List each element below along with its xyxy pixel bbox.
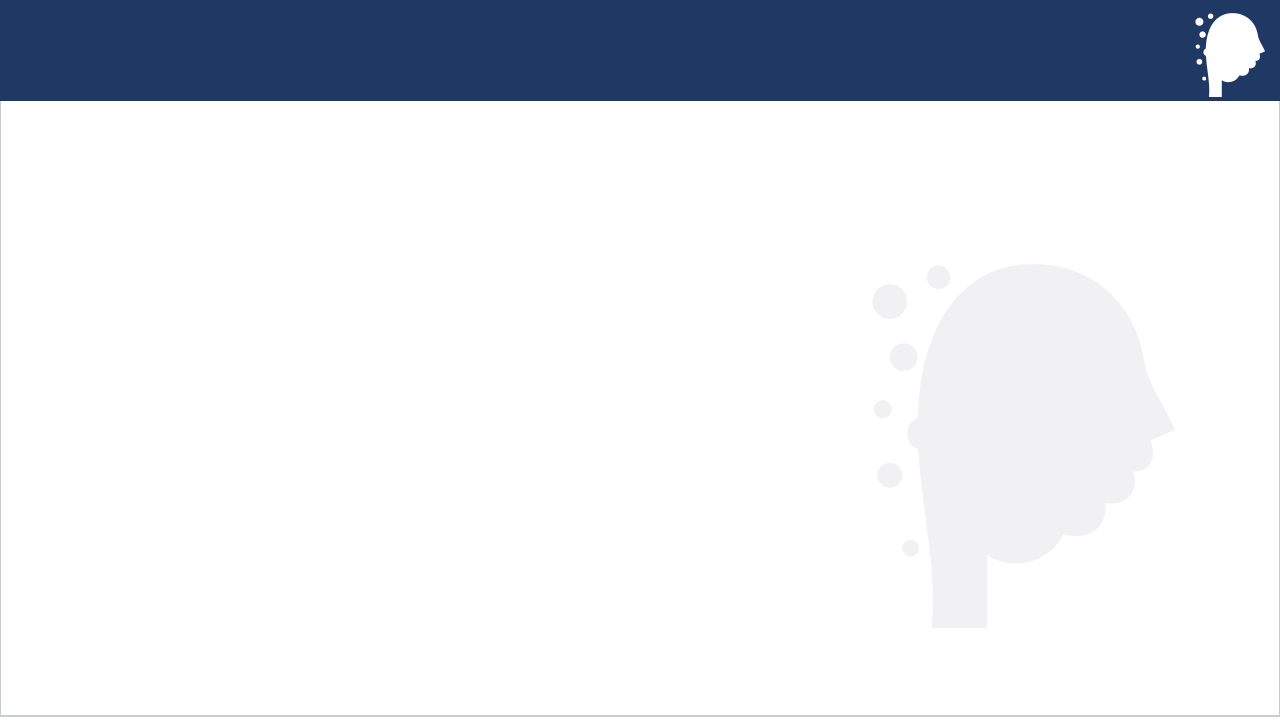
wise-guy-reports-logo — [1021, 5, 1266, 97]
dotted-head-profile-icon — [1195, 12, 1265, 97]
watermark-head-profile — [872, 264, 1175, 629]
header-bar — [0, 0, 1280, 101]
plot-area — [0, 101, 1280, 717]
